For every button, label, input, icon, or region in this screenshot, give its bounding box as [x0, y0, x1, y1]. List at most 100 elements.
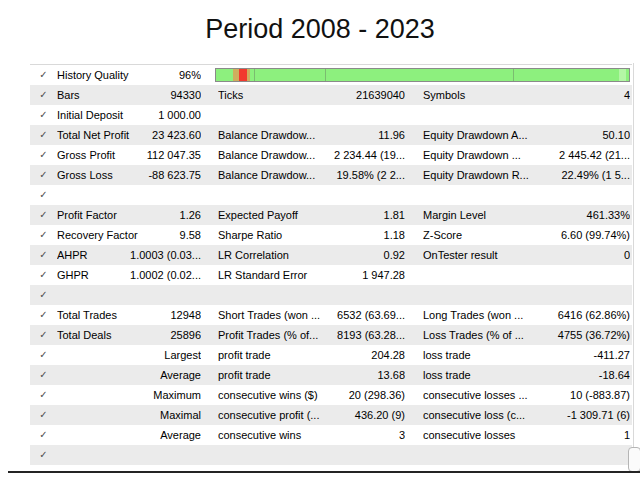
metric-value: 112 047.35: [147, 145, 201, 165]
bar-orange-segment: [247, 69, 251, 81]
scrollbar-track: [633, 63, 634, 470]
cell-1: Recovery Factor 9.58: [57, 225, 201, 245]
cell-1: Bars 94330: [57, 85, 201, 105]
metric-label: Expected Payoff: [218, 205, 298, 225]
metric-value: 4: [624, 85, 630, 105]
check-icon[interactable]: ✓: [30, 345, 57, 365]
metric-label: Bars: [57, 85, 80, 105]
metric-value: 436.20 (9): [355, 405, 405, 425]
metric-value: Average: [160, 425, 201, 445]
check-icon[interactable]: ✓: [30, 185, 57, 205]
metric-value: -88 623.75: [148, 165, 201, 185]
table-row[interactable]: ✓ Maximum consecutive wins ($) 20 (298.3…: [30, 385, 632, 405]
metric-value: 94330: [170, 85, 201, 105]
check-icon[interactable]: ✓: [30, 365, 57, 385]
table-row[interactable]: ✓ History Quality 96%: [30, 65, 632, 85]
cell-1: Largest: [57, 345, 201, 365]
check-icon[interactable]: ✓: [30, 125, 57, 145]
table-row[interactable]: ✓ AHPR 1.0003 (0.03... LR Correlation 0.…: [30, 245, 632, 265]
metric-value: 1 000.00: [158, 105, 201, 125]
metric-label: profit trade: [218, 365, 271, 385]
cell-3: Loss Trades (% of ... 4755 (36.72%): [423, 325, 630, 345]
check-icon[interactable]: ✓: [30, 385, 57, 405]
table-row[interactable]: ✓ Maximal consecutive profit (... 436.20…: [30, 405, 632, 425]
bar-red-segment: [239, 69, 247, 81]
table-row[interactable]: ✓ Largest profit trade 204.28 loss trade…: [30, 345, 632, 365]
metric-value: 6416 (62.86%): [558, 305, 630, 325]
check-icon[interactable]: ✓: [30, 285, 57, 305]
check-icon[interactable]: ✓: [30, 65, 57, 85]
metric-label: loss trade: [423, 345, 471, 365]
table-row[interactable]: ✓ Gross Loss -88 623.75 Balance Drawdow.…: [30, 165, 632, 185]
history-quality-bar: [215, 68, 630, 82]
table-row[interactable]: ✓ GHPR 1.0002 (0.02... LR Standard Error…: [30, 265, 632, 285]
check-icon[interactable]: ✓: [30, 205, 57, 225]
metric-label: Long Trades (won ...: [423, 305, 523, 325]
metric-label: Short Trades (won ...: [218, 305, 320, 325]
check-icon[interactable]: ✓: [30, 145, 57, 165]
table-row[interactable]: ✓: [30, 185, 632, 205]
metric-label: Profit Trades (% of...: [218, 325, 318, 345]
table-row[interactable]: ✓: [30, 445, 632, 465]
bar-separator: [325, 69, 326, 81]
check-icon[interactable]: ✓: [30, 165, 57, 185]
scrollbar-thumb[interactable]: [628, 447, 640, 472]
table-row[interactable]: ✓ Total Net Profit 23 423.60 Balance Dra…: [30, 125, 632, 145]
metric-value: 1.18: [384, 225, 405, 245]
cell-1: Total Trades 12948: [57, 305, 201, 325]
check-icon[interactable]: ✓: [30, 405, 57, 425]
metric-value: 22.49% (1 5...: [562, 165, 631, 185]
table-row[interactable]: ✓ Gross Profit 112 047.35 Balance Drawdo…: [30, 145, 632, 165]
cell-2: profit trade 204.28: [218, 345, 405, 365]
bar-light-segment: [619, 69, 626, 81]
check-icon[interactable]: ✓: [30, 265, 57, 285]
cell-3: Long Trades (won ... 6416 (62.86%): [423, 305, 630, 325]
metric-label: Margin Level: [423, 205, 486, 225]
cell-2: consecutive wins 3: [218, 425, 405, 445]
table-row[interactable]: ✓ Bars 94330 Ticks 21639040 Symbols 4: [30, 85, 632, 105]
page-title: Period 2008 - 2023: [0, 14, 640, 45]
cell-2: consecutive wins ($) 20 (298.36): [218, 385, 405, 405]
cell-1: Profit Factor 1.26: [57, 205, 201, 225]
metric-label: OnTester result: [423, 245, 498, 265]
cell-1: Total Net Profit 23 423.60: [57, 125, 201, 145]
metric-value: 2 445.42 (21...: [559, 145, 630, 165]
check-icon[interactable]: ✓: [30, 305, 57, 325]
check-icon[interactable]: ✓: [30, 425, 57, 445]
metric-label: consecutive profit (...: [218, 405, 320, 425]
check-icon[interactable]: ✓: [30, 245, 57, 265]
cell-3: Equity Drawdown R... 22.49% (1 5...: [423, 165, 630, 185]
check-icon[interactable]: ✓: [30, 225, 57, 245]
cell-1: Average: [57, 365, 201, 385]
metric-value: -1 309.71 (6): [567, 405, 630, 425]
table-row[interactable]: ✓ Total Trades 12948 Short Trades (won .…: [30, 305, 632, 325]
cell-1: Maximal: [57, 405, 201, 425]
check-icon[interactable]: ✓: [30, 445, 57, 465]
check-icon[interactable]: ✓: [30, 105, 57, 125]
metric-value: 1 947.28: [362, 265, 405, 285]
table-row[interactable]: ✓ Initial Deposit 1 000.00: [30, 105, 632, 125]
table-row[interactable]: ✓ Average consecutive wins 3 consecutive…: [30, 425, 632, 445]
table-row[interactable]: ✓ Recovery Factor 9.58 Sharpe Ratio 1.18…: [30, 225, 632, 245]
metric-value: Average: [160, 365, 201, 385]
cell-3: consecutive loss (c... -1 309.71 (6): [423, 405, 630, 425]
table-row[interactable]: ✓ Average profit trade 13.68 loss trade …: [30, 365, 632, 385]
cell-2: LR Correlation 0.92: [218, 245, 405, 265]
metric-value: 461.33%: [587, 205, 630, 225]
check-icon[interactable]: ✓: [30, 325, 57, 345]
metric-label: consecutive wins ($): [218, 385, 318, 405]
metric-value: 1: [624, 425, 630, 445]
metric-value: 3: [399, 425, 405, 445]
metric-value: 19.58% (2 2...: [337, 165, 406, 185]
metric-value: 0: [624, 245, 630, 265]
metric-label: Gross Loss: [57, 165, 113, 185]
table-row[interactable]: ✓: [30, 285, 632, 305]
cell-2: Balance Drawdow... 19.58% (2 2...: [218, 165, 405, 185]
table-row[interactable]: ✓ Profit Factor 1.26 Expected Payoff 1.8…: [30, 205, 632, 225]
cell-3: OnTester result 0: [423, 245, 630, 265]
check-icon[interactable]: ✓: [30, 85, 57, 105]
cell-3: Margin Level 461.33%: [423, 205, 630, 225]
table-row[interactable]: ✓ Total Deals 25896 Profit Trades (% of.…: [30, 325, 632, 345]
cell-2: Balance Drawdow... 11.96: [218, 125, 405, 145]
metric-value: 1.26: [180, 205, 201, 225]
